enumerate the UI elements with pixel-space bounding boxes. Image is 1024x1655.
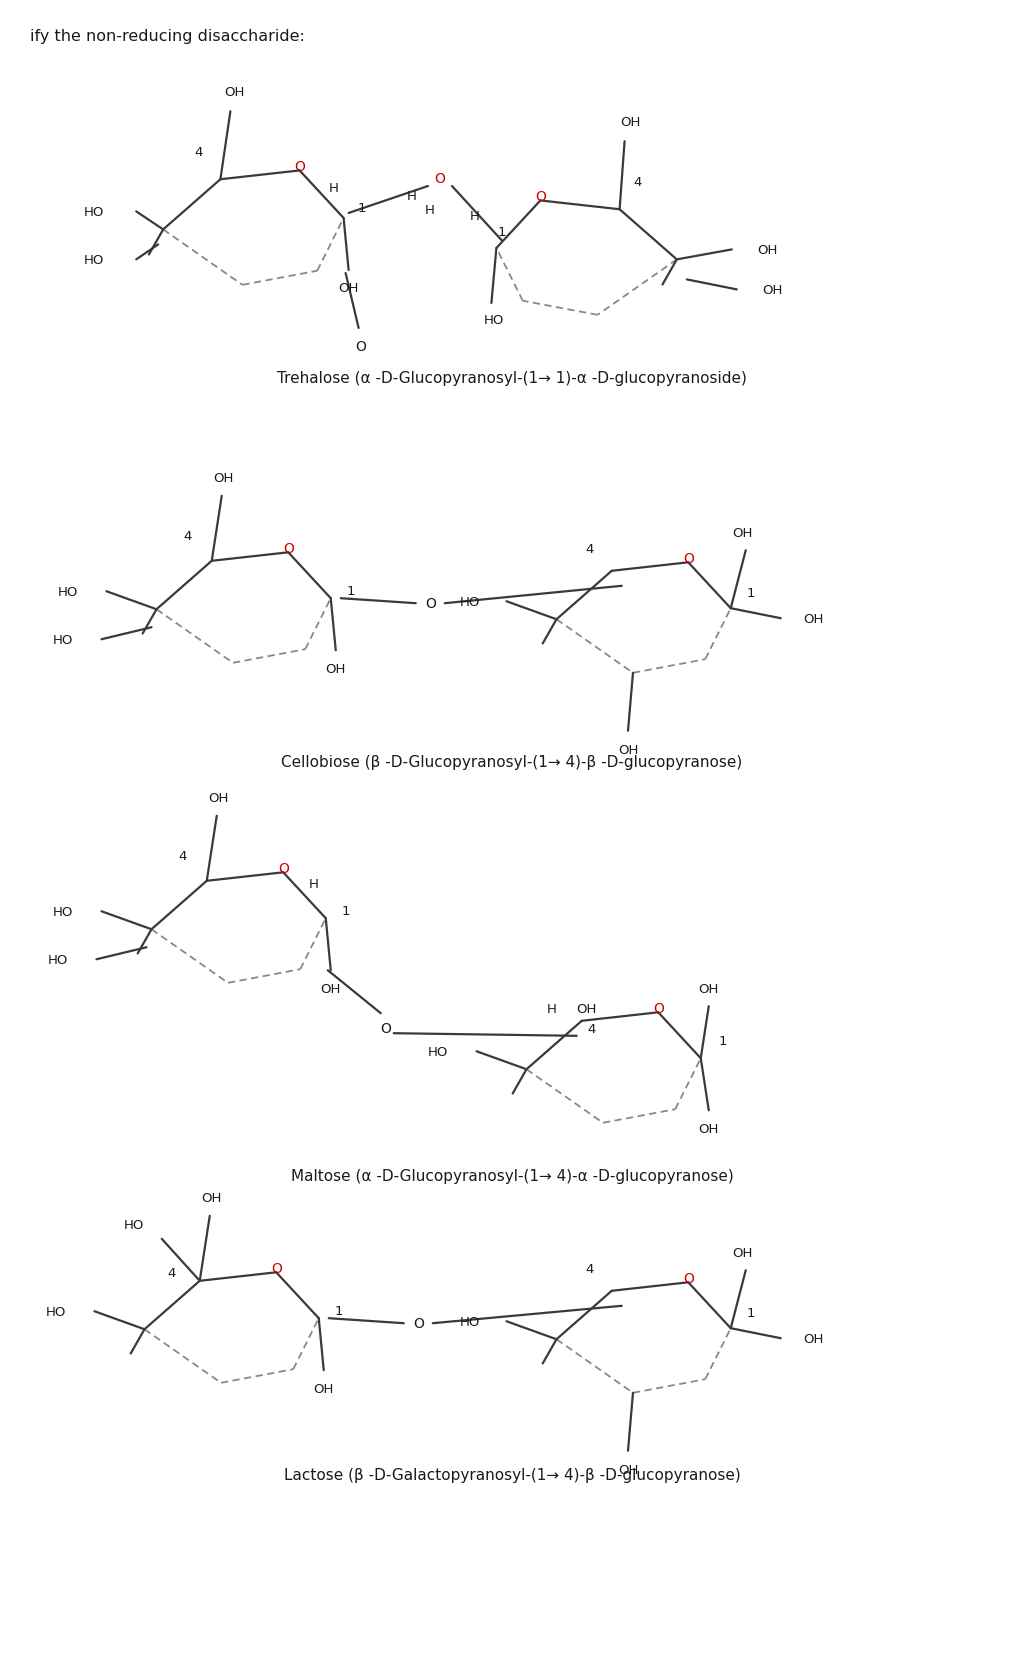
Text: 1: 1 bbox=[497, 227, 506, 240]
Text: HO: HO bbox=[48, 953, 69, 967]
Text: 1: 1 bbox=[746, 1306, 755, 1319]
Text: 1: 1 bbox=[346, 584, 355, 597]
Text: OH: OH bbox=[803, 612, 823, 626]
Text: 4: 4 bbox=[586, 543, 594, 556]
Text: O: O bbox=[683, 553, 693, 566]
Text: O: O bbox=[653, 1001, 664, 1016]
Text: OH: OH bbox=[313, 1382, 334, 1395]
Text: HO: HO bbox=[484, 314, 505, 328]
Text: OH: OH bbox=[209, 791, 229, 804]
Text: H: H bbox=[329, 182, 339, 195]
Text: HO: HO bbox=[53, 905, 74, 919]
Text: OH: OH bbox=[617, 743, 638, 756]
Text: HO: HO bbox=[460, 1316, 480, 1327]
Text: O: O bbox=[294, 161, 305, 174]
Text: 1: 1 bbox=[335, 1304, 343, 1317]
Text: O: O bbox=[278, 862, 289, 875]
Text: HO: HO bbox=[428, 1044, 449, 1058]
Text: HO: HO bbox=[460, 596, 480, 609]
Text: 4: 4 bbox=[168, 1266, 176, 1279]
Text: 4: 4 bbox=[183, 530, 191, 543]
Text: OH: OH bbox=[214, 472, 233, 485]
Text: OH: OH bbox=[762, 283, 782, 296]
Text: OH: OH bbox=[224, 86, 245, 99]
Text: H: H bbox=[309, 877, 318, 890]
Text: 1: 1 bbox=[341, 904, 350, 917]
Text: HO: HO bbox=[84, 253, 104, 266]
Text: HO: HO bbox=[53, 634, 74, 647]
Text: OH: OH bbox=[202, 1192, 222, 1205]
Text: Trehalose (α -D-Glucopyranosyl-(1→ 1)-α -D-glucopyranoside): Trehalose (α -D-Glucopyranosyl-(1→ 1)-α … bbox=[278, 371, 746, 386]
Text: Cellobiose (β -D-Glucopyranosyl-(1→ 4)-β -D-glucopyranose): Cellobiose (β -D-Glucopyranosyl-(1→ 4)-β… bbox=[282, 755, 742, 770]
Text: OH: OH bbox=[321, 981, 341, 995]
Text: Maltose (α -D-Glucopyranosyl-(1→ 4)-α -D-glucopyranose): Maltose (α -D-Glucopyranosyl-(1→ 4)-α -D… bbox=[291, 1168, 733, 1183]
Text: OH: OH bbox=[732, 1246, 753, 1259]
Text: OH: OH bbox=[617, 1463, 638, 1476]
Text: HO: HO bbox=[123, 1218, 143, 1231]
Text: O: O bbox=[535, 190, 546, 204]
Text: OH: OH bbox=[698, 981, 719, 995]
Text: OH: OH bbox=[621, 116, 641, 129]
Text: OH: OH bbox=[698, 1122, 719, 1135]
Text: HO: HO bbox=[84, 205, 104, 218]
Text: HO: HO bbox=[58, 586, 79, 599]
Text: O: O bbox=[434, 172, 445, 185]
Text: OH: OH bbox=[732, 526, 753, 540]
Text: OH: OH bbox=[803, 1332, 823, 1346]
Text: OH: OH bbox=[326, 662, 346, 675]
Text: O: O bbox=[683, 1271, 693, 1286]
Text: Lactose (β -D-Galactopyranosyl-(1→ 4)-β -D-glucopyranose): Lactose (β -D-Galactopyranosyl-(1→ 4)-β … bbox=[284, 1468, 740, 1483]
Text: H: H bbox=[408, 190, 417, 204]
Text: OH: OH bbox=[757, 243, 777, 257]
Text: H: H bbox=[547, 1003, 557, 1016]
Text: O: O bbox=[355, 339, 366, 354]
Text: O: O bbox=[380, 1021, 391, 1036]
Text: 1: 1 bbox=[719, 1034, 727, 1048]
Text: 4: 4 bbox=[588, 1023, 596, 1036]
Text: 4: 4 bbox=[586, 1263, 594, 1276]
Text: O: O bbox=[283, 541, 294, 556]
Text: OH: OH bbox=[338, 283, 358, 295]
Text: O: O bbox=[270, 1261, 282, 1276]
Text: 4: 4 bbox=[634, 175, 642, 189]
Text: HO: HO bbox=[46, 1304, 67, 1317]
Text: O: O bbox=[414, 1316, 424, 1331]
Text: 4: 4 bbox=[195, 146, 203, 159]
Text: O: O bbox=[425, 597, 436, 611]
Text: H: H bbox=[469, 210, 479, 223]
Text: ify the non-reducing disaccharide:: ify the non-reducing disaccharide: bbox=[30, 28, 305, 43]
Text: 1: 1 bbox=[746, 586, 755, 599]
Text: H: H bbox=[425, 204, 435, 217]
Text: OH: OH bbox=[577, 1003, 597, 1016]
Text: 4: 4 bbox=[178, 849, 187, 862]
Text: 1: 1 bbox=[357, 202, 366, 215]
